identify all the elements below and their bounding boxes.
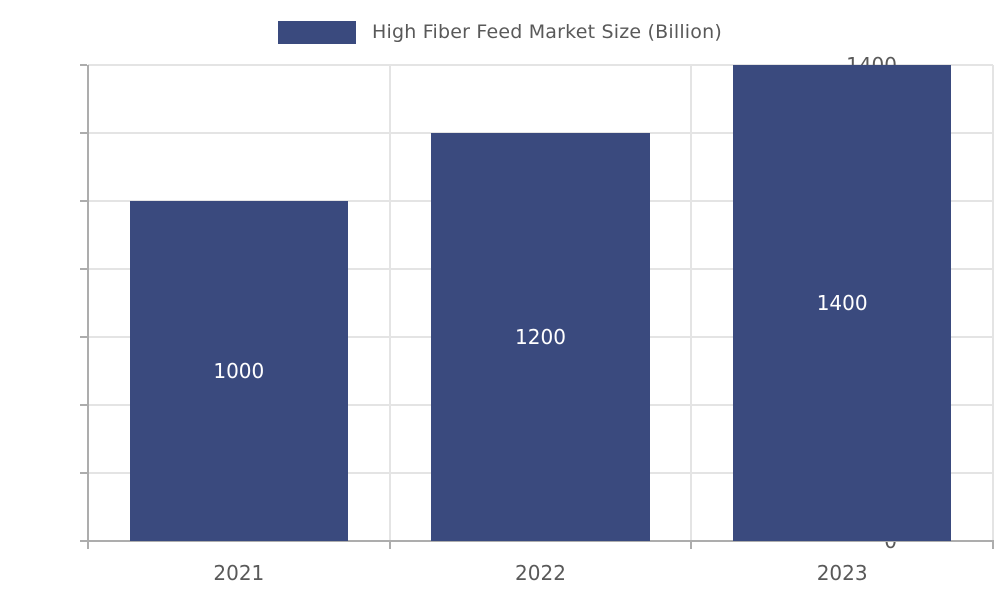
bar: 1400	[733, 65, 952, 541]
x-gridline	[388, 65, 391, 541]
x-gridline	[690, 65, 693, 541]
y-axis-tick	[80, 268, 87, 270]
y-axis-tick	[80, 200, 87, 202]
bar-value-label: 1000	[213, 359, 265, 383]
y-axis-tick	[80, 404, 87, 406]
y-axis-tick	[80, 336, 87, 338]
x-axis-tick	[388, 542, 391, 549]
bar: 1200	[431, 133, 650, 541]
x-axis-tick	[690, 542, 693, 549]
x-tick-label: 2022	[515, 561, 566, 585]
bar: 1000	[129, 201, 348, 541]
y-axis-tick	[80, 132, 87, 134]
y-axis-tick	[80, 472, 87, 474]
chart-legend: High Fiber Feed Market Size (Billion)	[0, 14, 1000, 50]
y-axis-line	[87, 65, 89, 547]
x-tick-label: 2023	[816, 561, 868, 585]
legend-swatch	[278, 20, 357, 44]
bar-value-label: 1200	[515, 325, 566, 349]
x-gridline	[992, 65, 994, 541]
x-axis-tick	[992, 542, 994, 549]
x-axis-line	[87, 540, 994, 542]
x-tick-label: 2021	[213, 561, 265, 585]
y-axis-tick	[80, 540, 87, 542]
y-gridline	[88, 64, 993, 66]
y-axis-tick	[80, 64, 87, 66]
bar-value-label: 1400	[816, 291, 868, 315]
legend-label: High Fiber Feed Market Size (Billion)	[372, 21, 722, 43]
plot-area: 0200400600800100012001400100020211200202…	[80, 55, 994, 585]
